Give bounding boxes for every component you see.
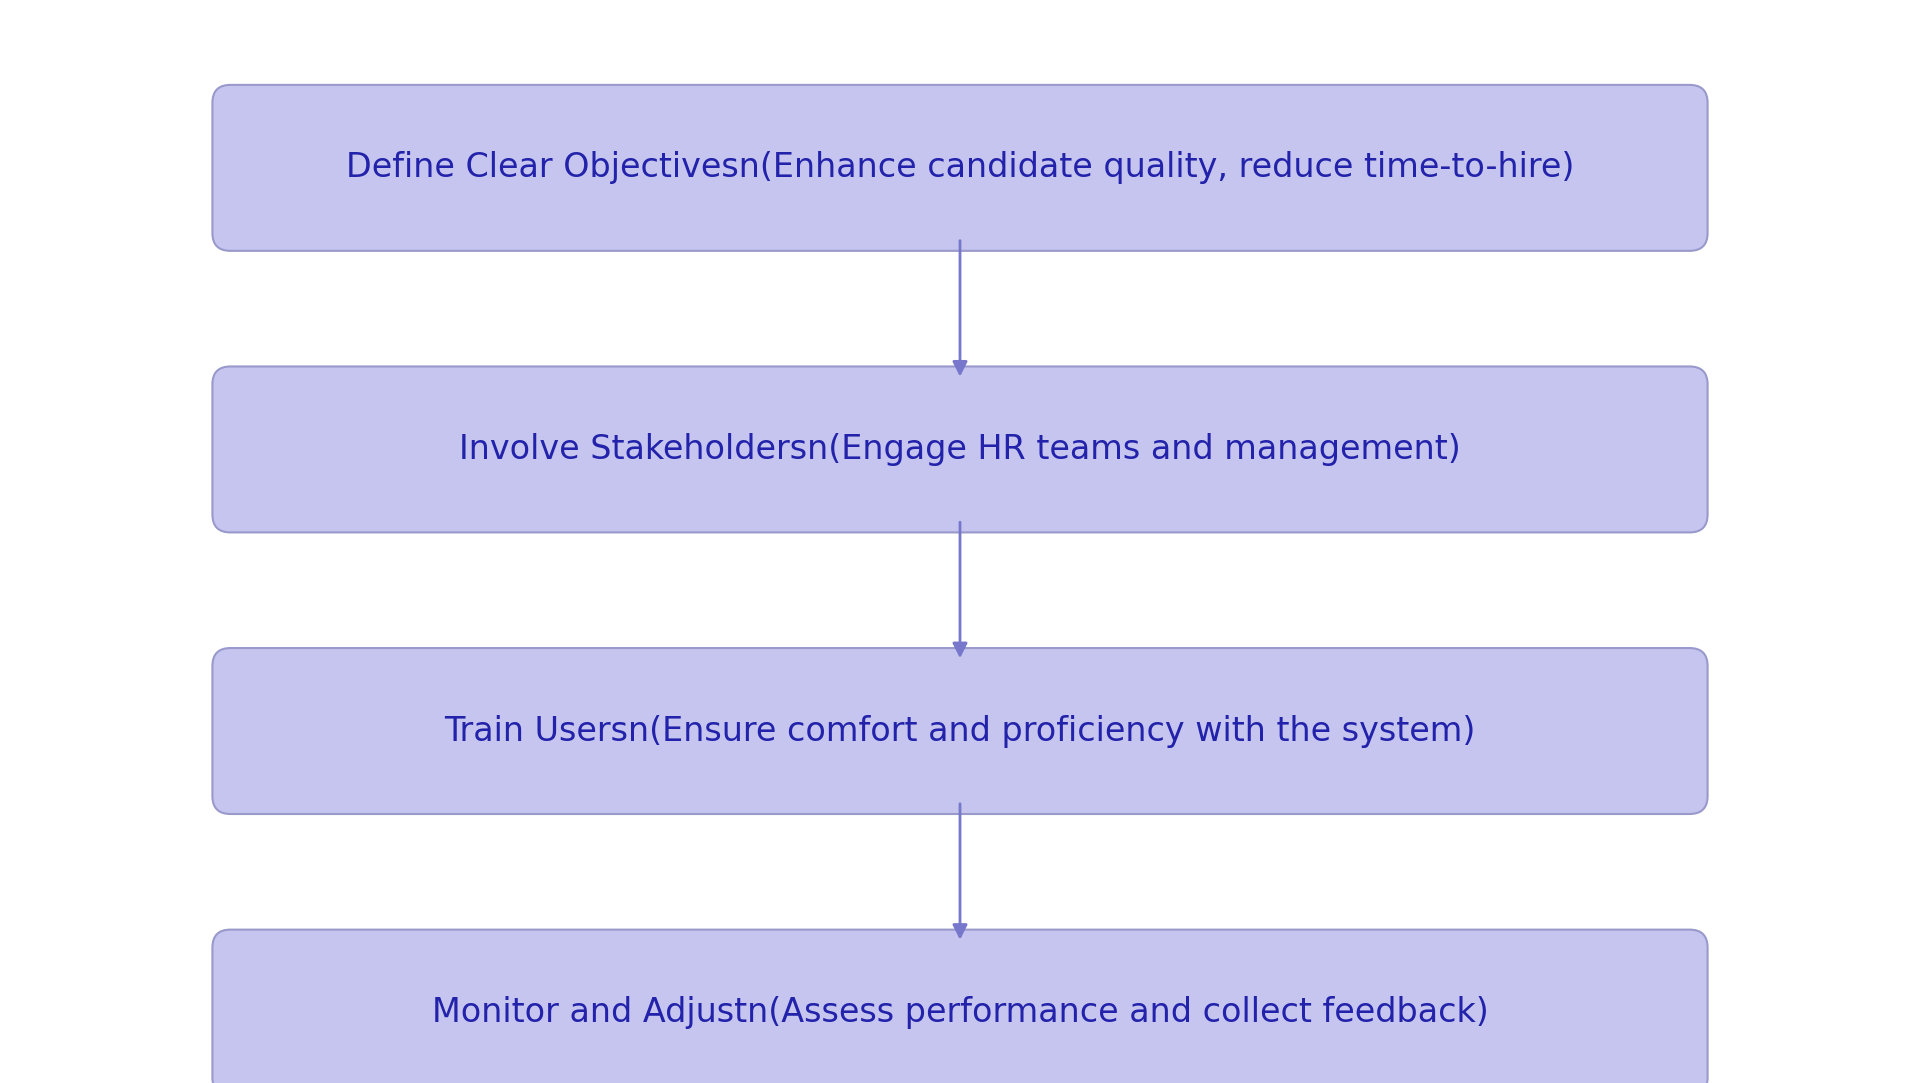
Text: Monitor and Adjustn(Assess performance and collect feedback): Monitor and Adjustn(Assess performance a… (432, 996, 1488, 1029)
FancyBboxPatch shape (213, 84, 1707, 251)
Text: Train Usersn(Ensure comfort and proficiency with the system): Train Usersn(Ensure comfort and proficie… (444, 715, 1476, 747)
FancyBboxPatch shape (213, 648, 1707, 814)
Text: Involve Stakeholdersn(Engage HR teams and management): Involve Stakeholdersn(Engage HR teams an… (459, 433, 1461, 466)
FancyBboxPatch shape (213, 929, 1707, 1083)
Text: Define Clear Objectivesn(Enhance candidate quality, reduce time-to-hire): Define Clear Objectivesn(Enhance candida… (346, 152, 1574, 184)
FancyBboxPatch shape (213, 366, 1707, 533)
